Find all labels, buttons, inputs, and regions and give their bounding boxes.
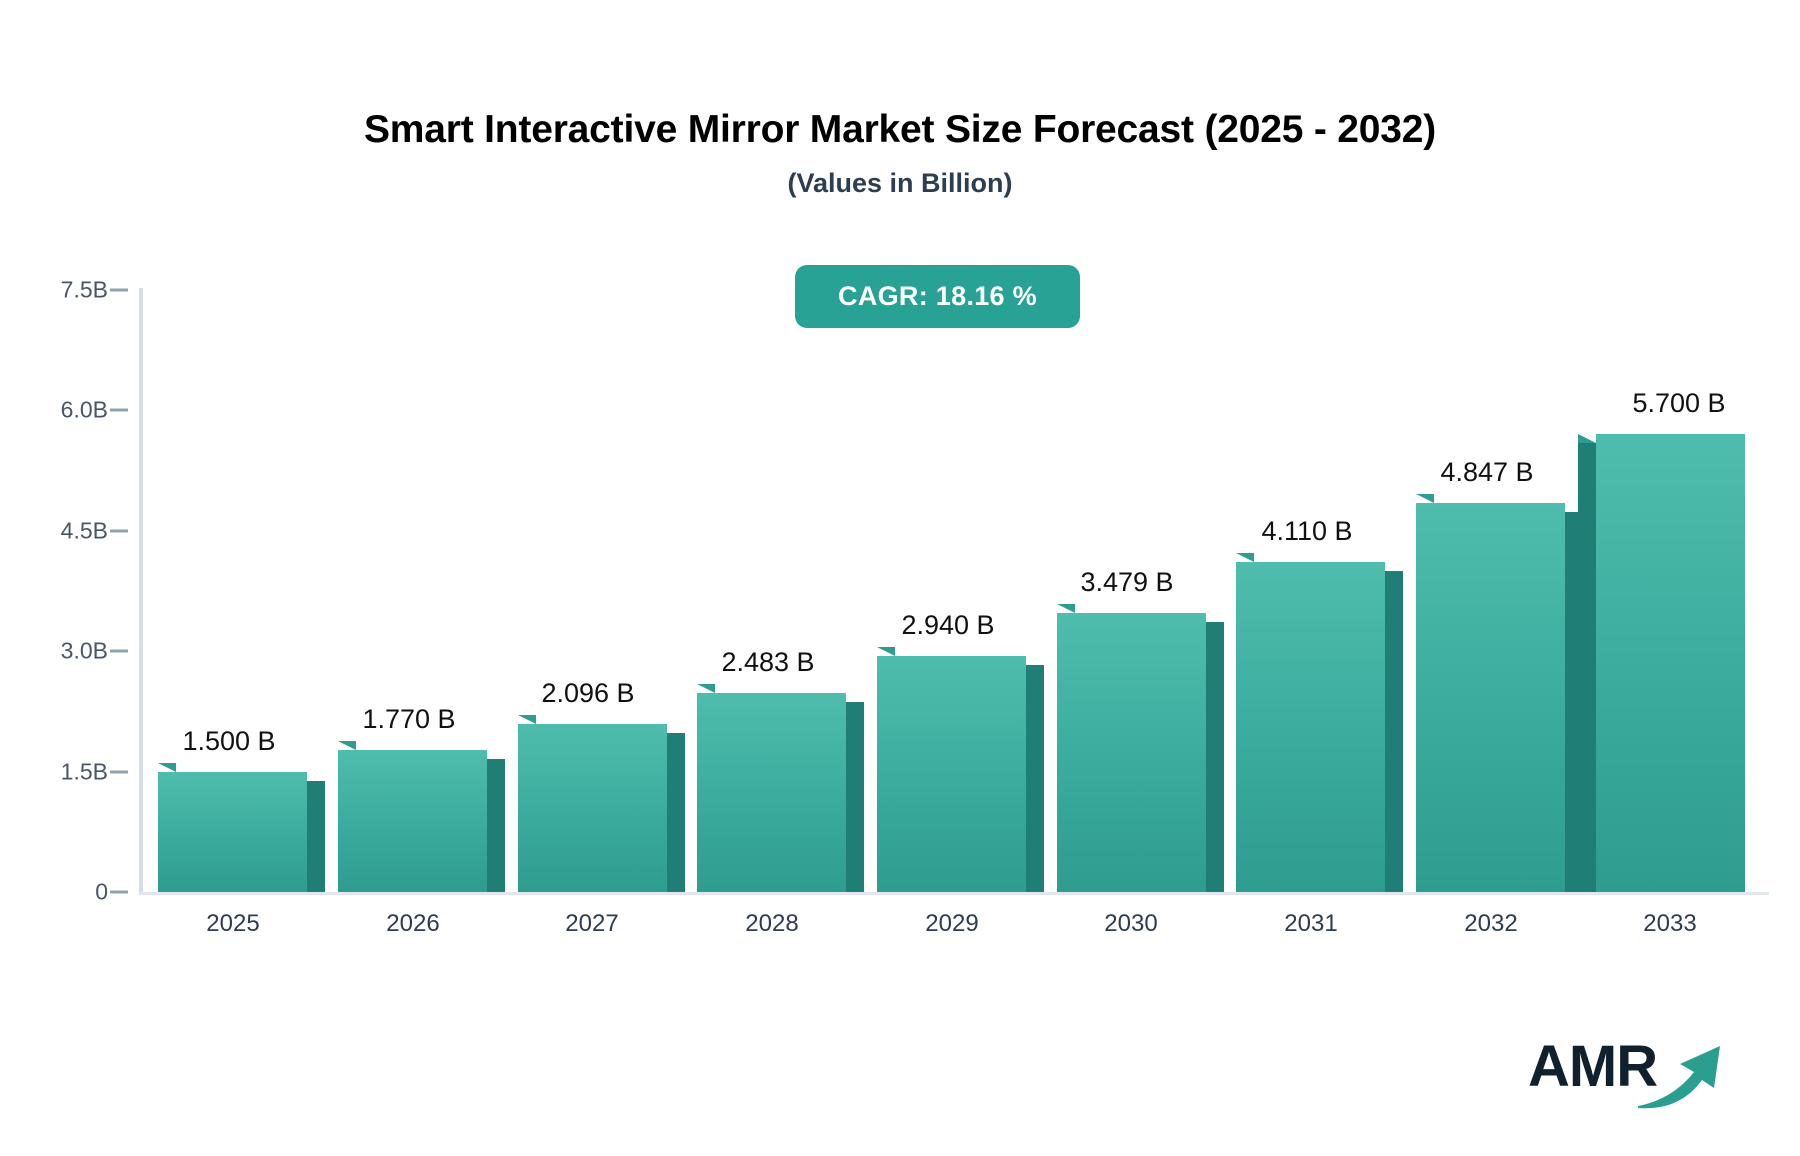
bar-side-face <box>667 732 685 892</box>
bar-value-label: 2.096 B <box>541 678 635 708</box>
bar-2033[interactable] <box>1578 434 1745 892</box>
y-axis-tick-mark <box>110 408 128 412</box>
y-axis-label: 3.0B <box>60 637 108 664</box>
x-axis-line <box>139 892 1769 895</box>
y-axis-label: 0 <box>95 878 108 905</box>
bar-value-label: 2.483 B <box>721 647 815 677</box>
bar-side-face <box>1578 443 1596 892</box>
amr-logo: AMR <box>1528 1032 1728 1118</box>
bar-side-face <box>1385 571 1403 892</box>
bar-face <box>338 749 487 892</box>
bar-top-face <box>1578 434 1596 444</box>
y-axis-line <box>139 288 143 893</box>
bar-face <box>1416 502 1565 892</box>
bar-top-face <box>1057 603 1075 613</box>
x-axis-label-2032: 2032 <box>1464 910 1518 937</box>
bar-top-face <box>518 714 536 724</box>
bar-top-face <box>338 740 356 750</box>
bar-2029[interactable] <box>877 647 1044 892</box>
y-axis-label: 4.5B <box>60 517 108 544</box>
y-axis-tick-mark <box>110 529 128 533</box>
bar-face <box>877 656 1026 892</box>
bar-value-label: 3.479 B <box>1080 567 1174 597</box>
x-axis-label-2027: 2027 <box>565 910 619 937</box>
y-axis-label: 6.0B <box>60 396 108 423</box>
bar-2027[interactable] <box>518 714 685 892</box>
x-axis-label-2025: 2025 <box>206 910 260 937</box>
cagr-badge: CAGR: 18.16 % <box>795 265 1080 328</box>
bar-2026[interactable] <box>338 740 505 892</box>
y-axis-tick-mark <box>110 288 128 292</box>
bar-2028[interactable] <box>697 683 864 892</box>
bar-top-face <box>1416 493 1434 503</box>
bar-side-face <box>487 758 505 892</box>
y-axis-label: 7.5B <box>60 276 108 303</box>
bar-face <box>697 692 846 892</box>
y-axis-label: 1.5B <box>60 758 108 785</box>
growth-arrow-icon <box>1638 1046 1720 1109</box>
bar-2030[interactable] <box>1057 603 1224 892</box>
bar-top-face <box>1236 553 1254 563</box>
x-axis-label-2028: 2028 <box>745 910 799 937</box>
bar-value-label: 1.500 B <box>182 726 276 756</box>
bar-side-face <box>307 780 325 892</box>
bar-value-label: 4.110 B <box>1261 516 1353 546</box>
bar-side-face <box>846 701 864 892</box>
amr-logo-text: AMR <box>1528 1034 1658 1099</box>
bar-2031[interactable] <box>1236 553 1403 892</box>
bar-face <box>1236 562 1385 892</box>
chart-subtitle: (Values in Billion) <box>787 168 1013 198</box>
bar-face <box>518 723 667 892</box>
x-axis-label-2033: 2033 <box>1643 910 1697 937</box>
bar-top-face <box>697 683 715 693</box>
bar-side-face <box>1206 621 1224 892</box>
x-axis-label-2031: 2031 <box>1284 910 1338 937</box>
bar-face <box>1057 612 1206 892</box>
x-axis-label-2029: 2029 <box>925 910 979 937</box>
y-axis-tick-mark <box>110 770 128 774</box>
y-axis-tick-mark <box>110 890 128 894</box>
x-axis-label-2030: 2030 <box>1104 910 1158 937</box>
y-axis-tick-mark <box>110 649 128 653</box>
chart-title: Smart Interactive Mirror Market Size For… <box>363 108 1436 151</box>
bar-2032[interactable] <box>1416 493 1583 892</box>
bar-2025[interactable] <box>158 762 325 892</box>
bar-value-label: 1.770 B <box>362 704 456 734</box>
bar-face <box>1596 434 1745 892</box>
bar-value-label: 4.847 B <box>1440 457 1534 487</box>
bar-side-face <box>1026 665 1044 892</box>
bar-top-face <box>877 647 895 657</box>
bar-value-label: 5.700 B <box>1632 388 1726 418</box>
x-axis-label-2026: 2026 <box>386 910 440 937</box>
bar-value-label: 2.940 B <box>901 610 995 640</box>
bar-top-face <box>158 762 176 772</box>
bar-face <box>158 771 307 892</box>
